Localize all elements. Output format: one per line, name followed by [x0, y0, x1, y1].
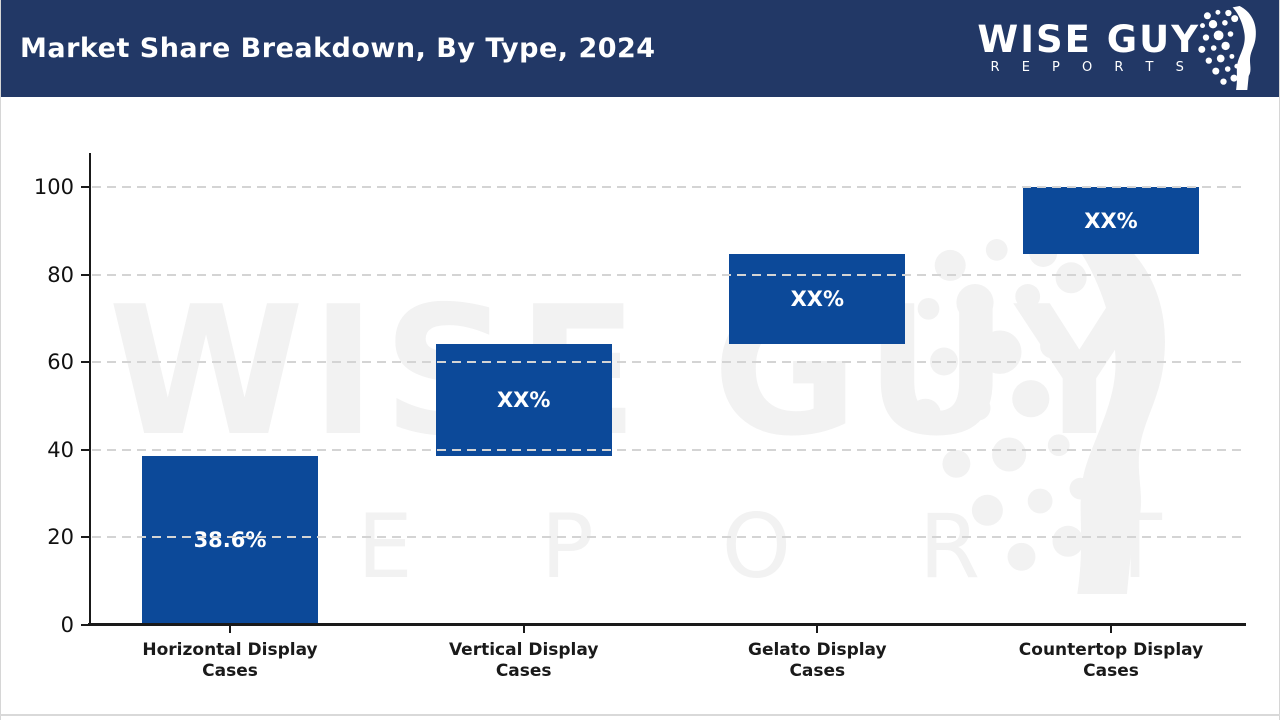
y-axis-line	[89, 153, 91, 626]
logo-text: WISE GUY R E P O R T S	[977, 17, 1200, 76]
x-category-label-line: Cases	[202, 661, 258, 682]
y-tick-label: 100	[33, 175, 74, 199]
bar-value-label: XX%	[1084, 208, 1138, 233]
x-category-label: Countertop Display Cases	[991, 640, 1231, 683]
y-tick-label: 20	[47, 525, 74, 550]
bar-1: 38.6%	[142, 455, 318, 625]
x-category-label-line: Horizontal Display	[142, 640, 318, 660]
bar-value-label: 38.6%	[193, 528, 267, 553]
x-category-label-line: Cases	[495, 661, 552, 682]
gridline-y-40	[92, 448, 1245, 451]
y-tick-label: 40	[47, 437, 74, 462]
y-tick-mark	[81, 186, 89, 188]
y-tick-label: 80	[47, 262, 74, 287]
y-tick-label: 60	[47, 350, 74, 375]
x-category-label: Gelato Display Cases	[697, 640, 937, 683]
y-tick-mark	[81, 448, 89, 451]
bar-value-label: XX%	[496, 387, 551, 412]
x-tick-mark	[1110, 625, 1112, 633]
dotted-head-profile-icon	[1198, 6, 1256, 90]
x-category-label-line: Cases	[1083, 661, 1139, 682]
x-tick-mark	[522, 625, 525, 633]
x-category-label: Vertical Display Cases	[404, 640, 644, 683]
bar-value-label: XX%	[790, 287, 845, 312]
x-category-label-line: Gelato Display	[748, 640, 887, 660]
gridline-y-80	[92, 273, 1245, 276]
x-category-label: Horizontal Display Cases	[110, 640, 350, 683]
gridline-y-20	[92, 536, 1245, 539]
page-title: Market Share Breakdown, By Type, 2024	[20, 33, 656, 64]
y-tick-label: 0	[60, 613, 74, 637]
logo-subtext: R E P O R T S	[990, 60, 1193, 76]
y-tick-mark	[81, 624, 89, 626]
page-border-bottom	[0, 714, 1280, 716]
bar-3: XX%	[729, 254, 906, 344]
x-category-label-line: Cases	[789, 661, 846, 682]
x-category-label-line: Countertop Display	[1018, 640, 1204, 660]
y-tick-mark	[81, 536, 89, 539]
bar-4: XX%	[1023, 187, 1199, 255]
gridline-y-60	[92, 361, 1245, 364]
y-tick-mark	[81, 273, 89, 276]
gridline-y-100	[92, 186, 1245, 188]
x-category-label-line: Vertical Display	[448, 640, 599, 660]
x-axis-line	[88, 623, 1246, 626]
x-tick-mark	[816, 625, 819, 633]
waterfall-chart: 0 20 40 60 80 100 38.6% XX% XX% XX% Horizontal Dis…	[0, 97, 1280, 720]
y-tick-mark	[81, 361, 89, 364]
header-bar: Market Share Breakdown, By Type, 2024 WI…	[0, 0, 1280, 97]
x-tick-mark	[229, 625, 231, 633]
logo-wordmark: WISE GUY	[977, 17, 1200, 61]
wise-guy-reports-logo: WISE GUY R E P O R T S	[977, 6, 1268, 90]
page-border-left	[0, 0, 1, 720]
